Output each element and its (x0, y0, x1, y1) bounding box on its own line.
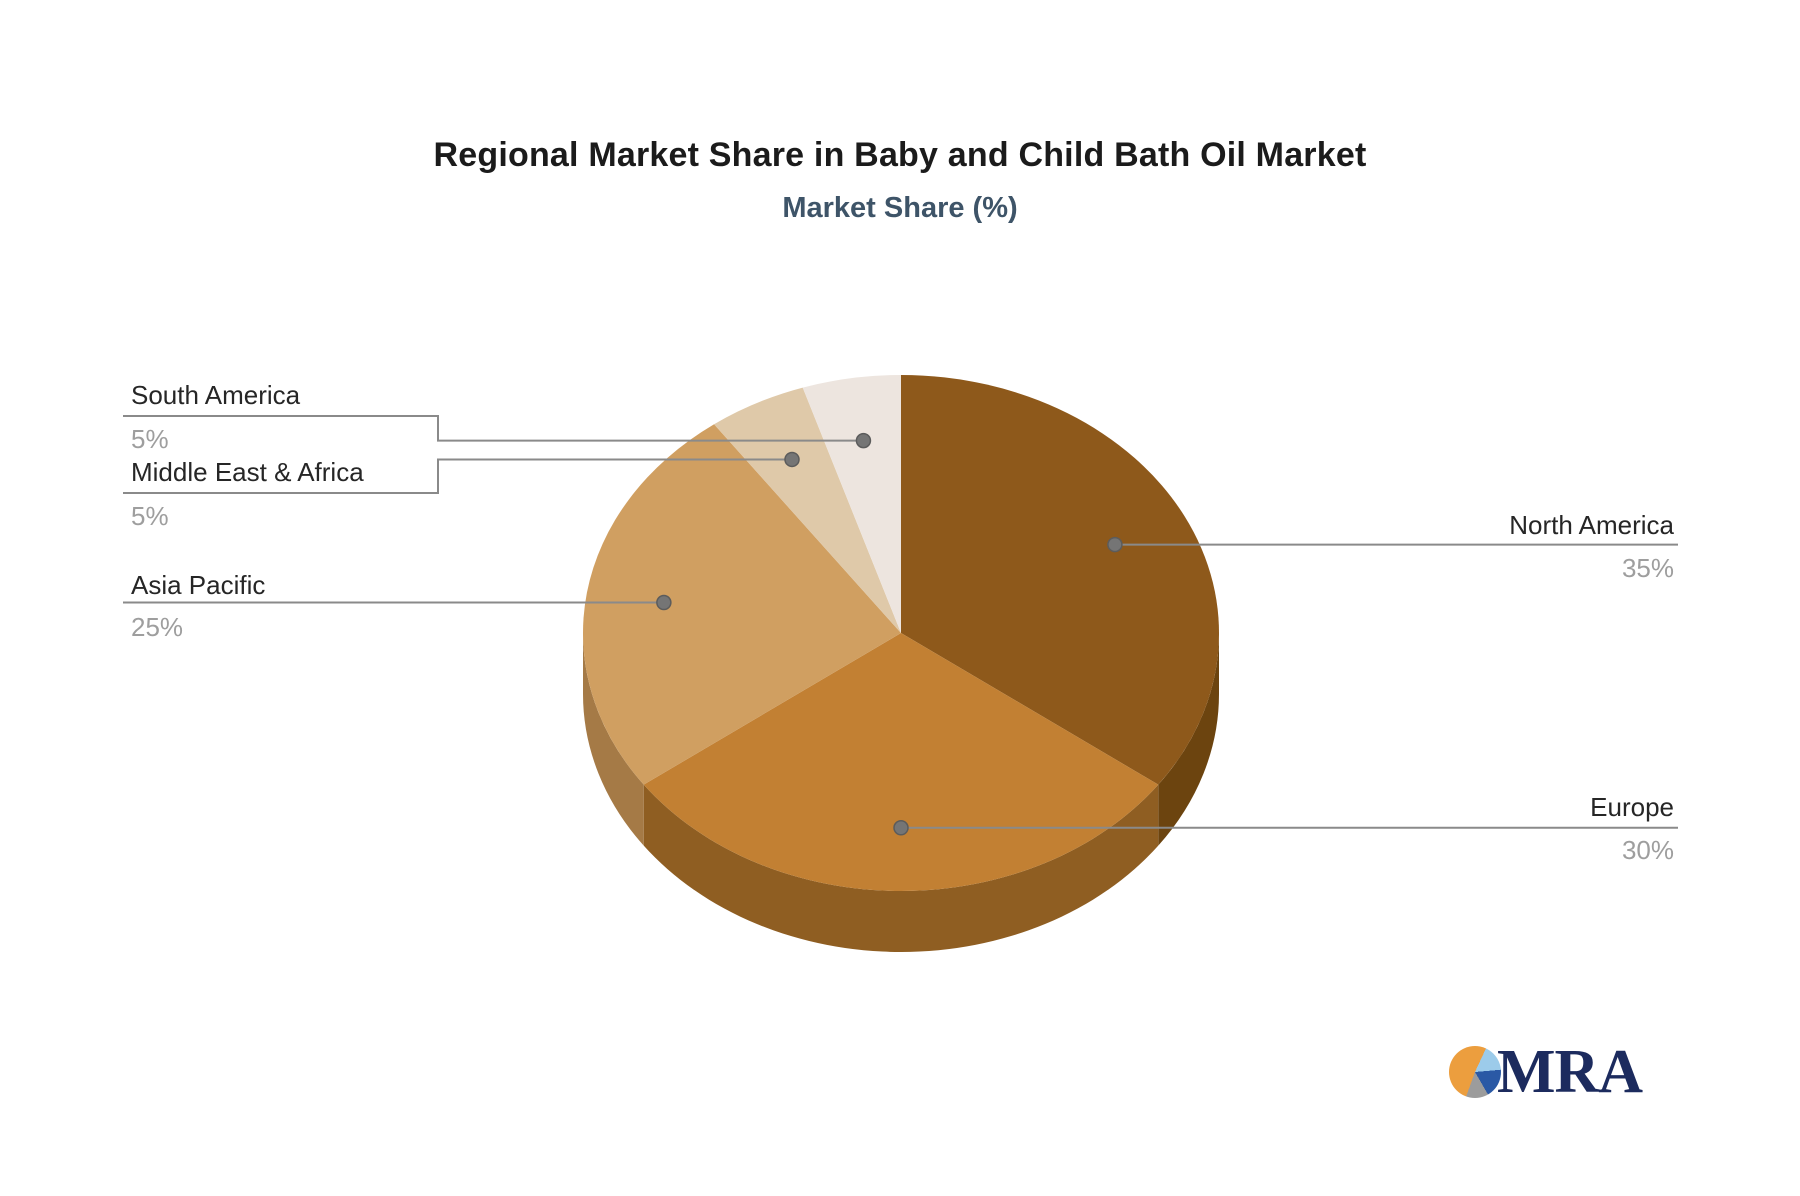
chart-subtitle: Market Share (%) (782, 192, 1018, 224)
callout-dot (656, 594, 672, 611)
pie-slice-side-asia-pacific (583, 633, 644, 846)
callout-dot (784, 451, 800, 468)
chart-title: Regional Market Share in Baby and Child … (433, 136, 1367, 174)
callout-value-europe: 30% (1621, 835, 1674, 865)
callout-dot (855, 432, 872, 449)
pie-slice-south-america (802, 375, 901, 633)
pie-slice-europe (643, 633, 1159, 891)
callout-label-asia-pacific: Asia Pacific (131, 570, 266, 600)
callout-value-south-america: 5% (131, 424, 169, 454)
pie-slice-middle-east-africa (714, 387, 901, 633)
callout-value-middle-east-africa: 5% (131, 501, 169, 531)
logo-pie-icon (1449, 1046, 1501, 1098)
pie-slice-asia-pacific (583, 424, 901, 785)
callout-line (123, 458, 793, 494)
pie-slice-north-america (901, 375, 1219, 785)
pie-slice-side-north-america (1158, 633, 1219, 846)
callout-value-north-america: 35% (1621, 553, 1674, 583)
callout-value-asia-pacific: 25% (131, 612, 184, 642)
callout-label-south-america: South America (131, 380, 301, 410)
callout-label-north-america: North America (1509, 510, 1674, 540)
logo-text: MRA (1497, 1038, 1643, 1106)
callout-dot (893, 820, 909, 836)
callout-label-middle-east-africa: Middle East & Africa (131, 457, 364, 487)
callout-dot (1107, 536, 1123, 553)
brand-logo: MRA (1449, 1038, 1643, 1106)
callout-line (123, 415, 864, 442)
pie-slice-side-europe (643, 784, 1159, 953)
callout-label-europe: Europe (1590, 792, 1674, 822)
